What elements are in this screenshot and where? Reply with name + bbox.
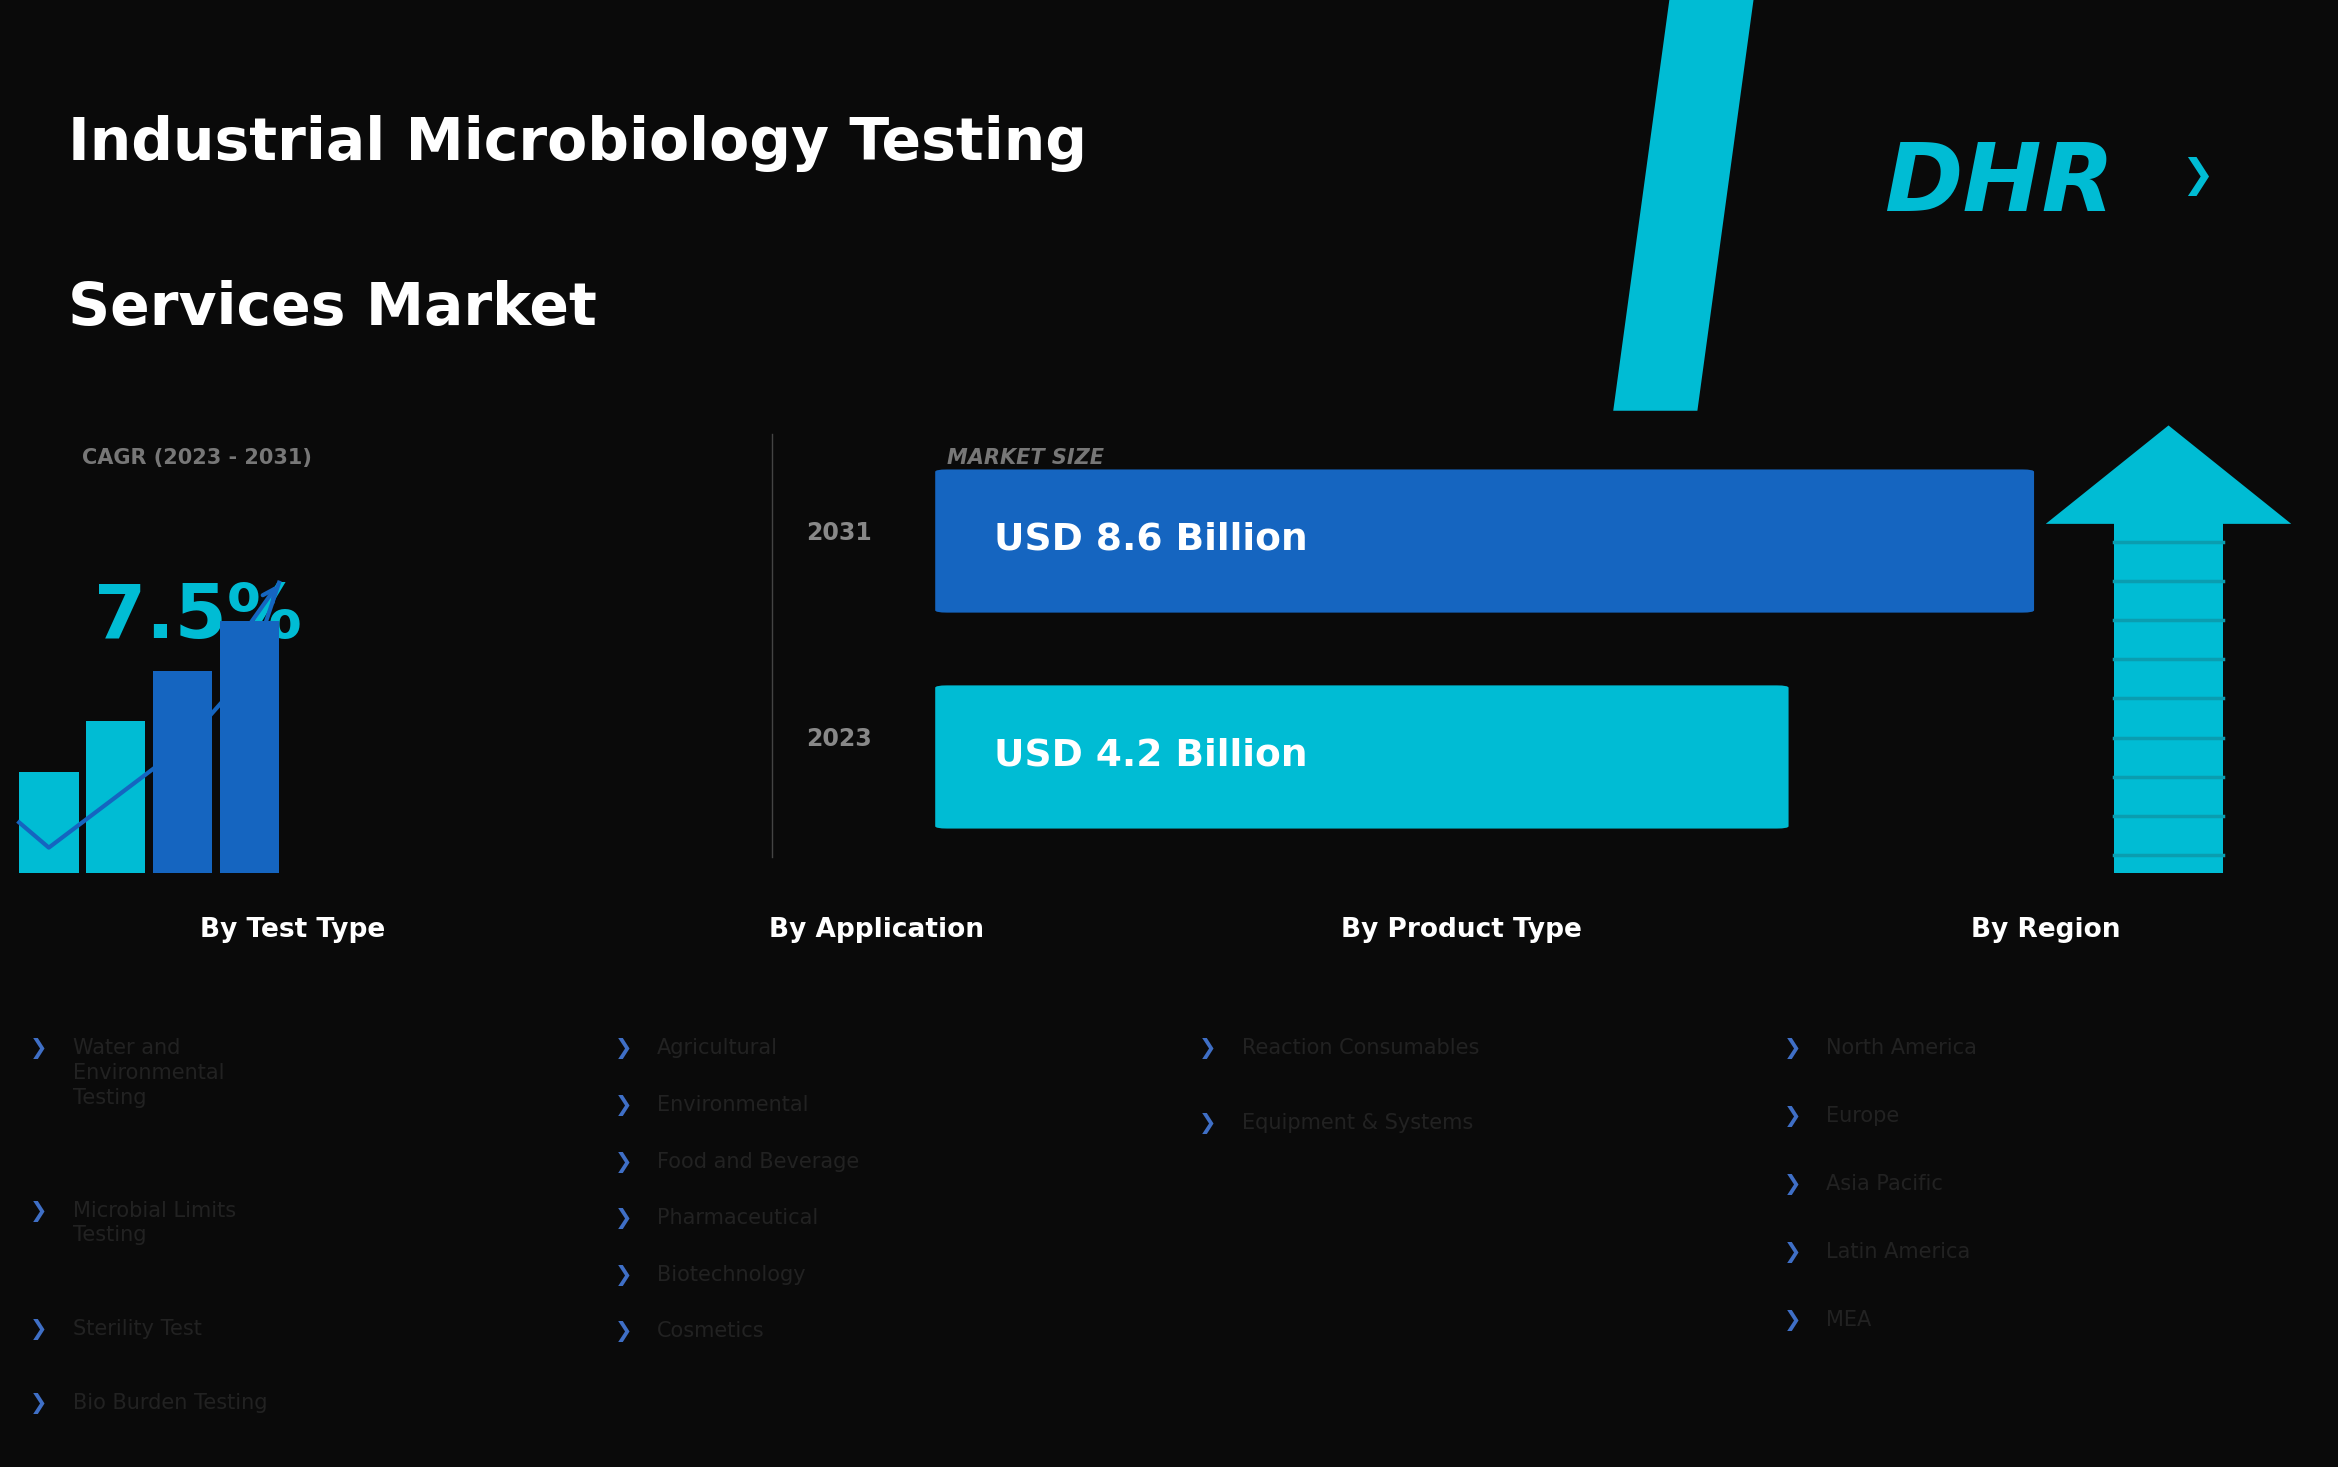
FancyBboxPatch shape — [935, 469, 2034, 613]
Bar — [152, 670, 213, 873]
Text: Services Market: Services Market — [68, 280, 596, 336]
Text: MEA: MEA — [1826, 1310, 1870, 1331]
Polygon shape — [1613, 0, 1754, 411]
Text: 7.5%: 7.5% — [94, 581, 302, 654]
Text: Biotechnology: Biotechnology — [657, 1265, 807, 1285]
Text: ❯: ❯ — [615, 1209, 631, 1229]
Text: Cosmetics: Cosmetics — [657, 1322, 765, 1341]
Text: Sterility Test: Sterility Test — [72, 1319, 201, 1339]
Text: ❯: ❯ — [1784, 1039, 1800, 1059]
FancyBboxPatch shape — [2114, 515, 2223, 873]
Text: CAGR (2023 - 2031): CAGR (2023 - 2031) — [82, 447, 311, 468]
Bar — [220, 621, 278, 873]
Text: ❯: ❯ — [1199, 1113, 1216, 1134]
Text: By Product Type: By Product Type — [1340, 917, 1583, 943]
Text: ❯: ❯ — [615, 1039, 631, 1059]
Text: USD 4.2 Billion: USD 4.2 Billion — [994, 738, 1307, 773]
Text: Industrial Microbiology Testing: Industrial Microbiology Testing — [68, 116, 1087, 172]
Bar — [19, 772, 79, 873]
Text: ❯: ❯ — [2181, 157, 2214, 197]
Text: Microbial Limits
Testing: Microbial Limits Testing — [72, 1200, 236, 1245]
Text: 2023: 2023 — [807, 728, 872, 751]
Text: Agricultural: Agricultural — [657, 1039, 779, 1058]
Text: Latin America: Latin America — [1826, 1243, 1971, 1262]
FancyBboxPatch shape — [935, 685, 1789, 829]
Polygon shape — [2046, 425, 2291, 524]
Text: Water and
Environmental
Testing: Water and Environmental Testing — [72, 1039, 224, 1108]
Text: Reaction Consumables: Reaction Consumables — [1241, 1039, 1480, 1058]
Text: Asia Pacific: Asia Pacific — [1826, 1174, 1943, 1194]
Text: ❯: ❯ — [615, 1322, 631, 1342]
Text: ❯: ❯ — [615, 1094, 631, 1116]
Text: ❯: ❯ — [615, 1265, 631, 1285]
Text: Europe: Europe — [1826, 1106, 1898, 1127]
Bar — [87, 722, 145, 873]
Text: ❯: ❯ — [30, 1200, 47, 1222]
Text: ❯: ❯ — [1199, 1039, 1216, 1059]
Text: ❯: ❯ — [30, 1394, 47, 1414]
Text: North America: North America — [1826, 1039, 1978, 1058]
Text: ❯: ❯ — [1784, 1174, 1800, 1196]
Text: ❯: ❯ — [30, 1039, 47, 1059]
Text: By Region: By Region — [1971, 917, 2121, 943]
Text: By Application: By Application — [769, 917, 984, 943]
Text: MARKET SIZE: MARKET SIZE — [947, 447, 1104, 468]
Text: Bio Burden Testing: Bio Burden Testing — [72, 1394, 267, 1414]
Text: Food and Beverage: Food and Beverage — [657, 1152, 860, 1172]
Text: ❯: ❯ — [1784, 1310, 1800, 1331]
Text: ❯: ❯ — [615, 1152, 631, 1172]
Text: Environmental: Environmental — [657, 1094, 809, 1115]
Text: ❯: ❯ — [1784, 1243, 1800, 1263]
Text: 2031: 2031 — [807, 521, 872, 544]
Text: Pharmaceutical: Pharmaceutical — [657, 1209, 818, 1228]
Text: ❯: ❯ — [30, 1319, 47, 1339]
Text: By Test Type: By Test Type — [199, 917, 386, 943]
Text: USD 8.6 Billion: USD 8.6 Billion — [994, 522, 1307, 557]
Text: Equipment & Systems: Equipment & Systems — [1241, 1113, 1473, 1133]
Text: ❯: ❯ — [1784, 1106, 1800, 1127]
Text: DHR: DHR — [1884, 139, 2114, 230]
